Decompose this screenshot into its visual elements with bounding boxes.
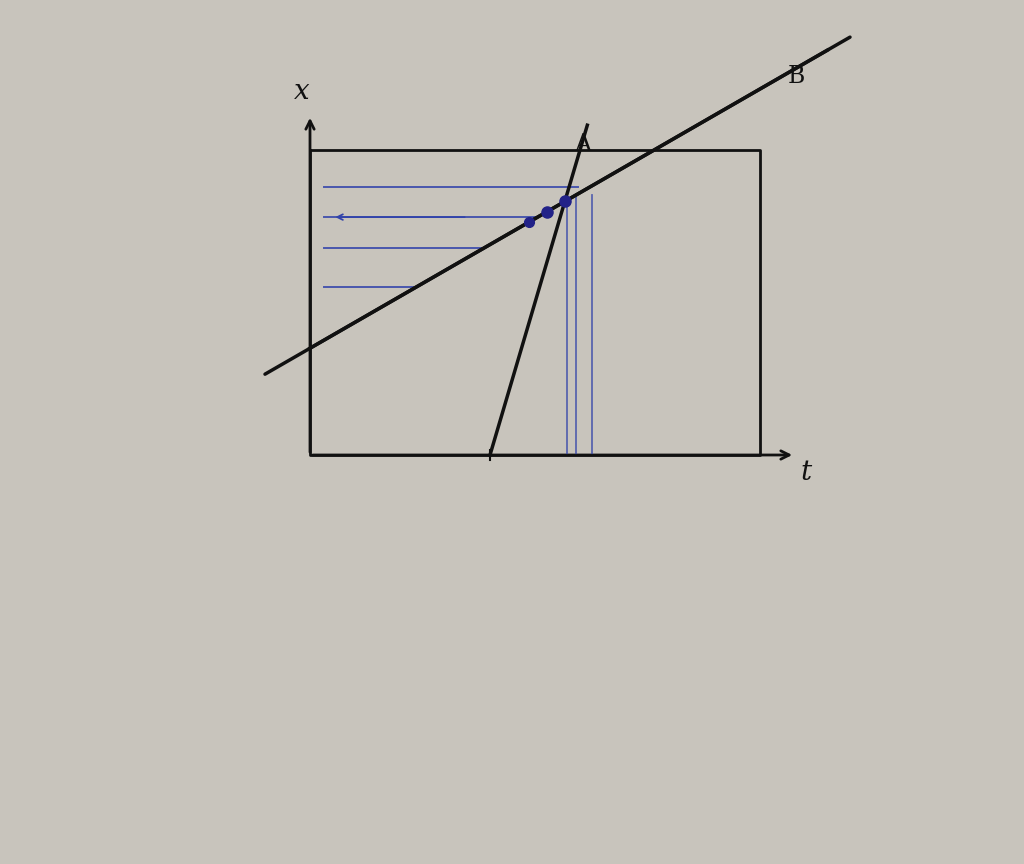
Text: B: B xyxy=(787,65,805,87)
Text: A: A xyxy=(574,133,591,156)
Text: t: t xyxy=(800,460,811,486)
Text: x: x xyxy=(294,78,310,105)
